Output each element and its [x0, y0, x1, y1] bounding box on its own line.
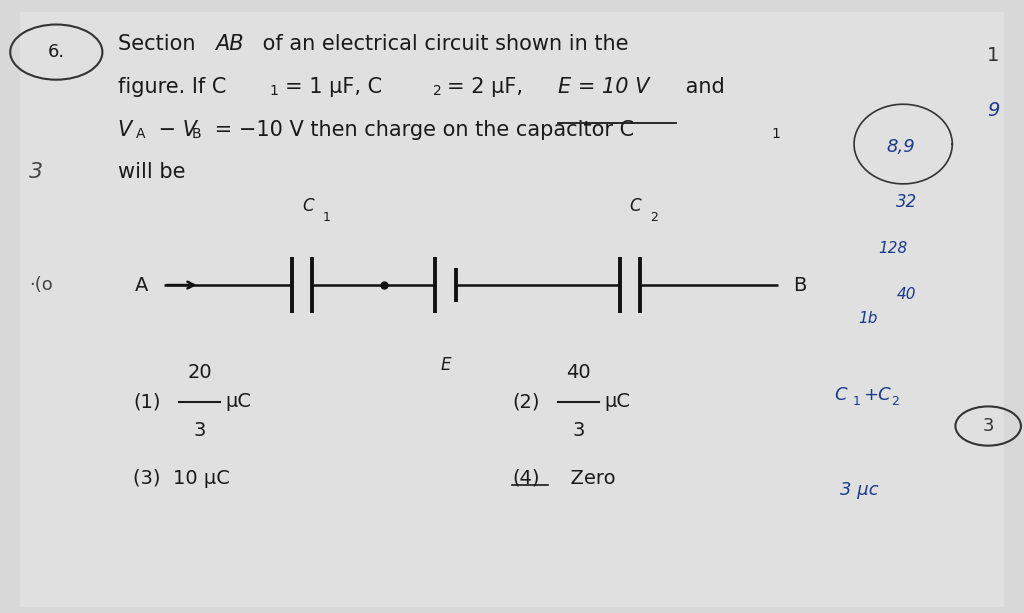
Text: 2: 2 — [650, 211, 658, 224]
Text: 3 μс: 3 μс — [840, 481, 879, 500]
Text: 2: 2 — [891, 395, 899, 408]
Text: 40: 40 — [566, 363, 591, 382]
Text: of an electrical circuit shown in the: of an electrical circuit shown in the — [256, 34, 629, 54]
Text: (4): (4) — [512, 469, 540, 487]
Text: ​= 2 μF,: ​= 2 μF, — [447, 77, 523, 97]
Text: 3: 3 — [982, 417, 994, 435]
Text: 9: 9 — [987, 101, 999, 120]
Text: Zero: Zero — [558, 469, 615, 487]
Text: 3: 3 — [194, 421, 206, 440]
Text: ​= 1 μF, C: ​= 1 μF, C — [285, 77, 382, 97]
Text: = −10 V then charge on the capacitor C: = −10 V then charge on the capacitor C — [208, 120, 634, 140]
Text: (2): (2) — [512, 392, 540, 411]
Text: C: C — [835, 386, 847, 405]
Text: 20: 20 — [187, 363, 212, 382]
Text: ·(o: ·(o — [29, 276, 53, 294]
Text: 6.: 6. — [48, 43, 65, 61]
Text: 40: 40 — [896, 287, 916, 302]
Text: E = 10 V: E = 10 V — [558, 77, 649, 97]
Text: C: C — [302, 197, 313, 215]
Text: Section: Section — [118, 34, 202, 54]
Text: 1b: 1b — [858, 311, 878, 326]
Text: B: B — [191, 127, 201, 141]
Text: and: and — [679, 77, 725, 97]
Text: 128: 128 — [879, 241, 907, 256]
Text: C: C — [630, 197, 641, 215]
Text: 8,9: 8,9 — [887, 138, 915, 156]
Text: 1: 1 — [323, 211, 331, 224]
Text: A: A — [135, 276, 148, 294]
Text: 32: 32 — [896, 193, 916, 211]
Text: 3: 3 — [29, 162, 43, 181]
Text: (1): (1) — [133, 392, 161, 411]
Text: A: A — [136, 127, 145, 141]
Text: V: V — [118, 120, 132, 140]
Text: figure. If C: figure. If C — [118, 77, 226, 97]
FancyBboxPatch shape — [20, 12, 1004, 607]
Text: 1: 1 — [771, 127, 780, 141]
Text: μC: μC — [225, 392, 251, 411]
Text: − V: − V — [152, 120, 197, 140]
Text: (3)  10 μC: (3) 10 μC — [133, 469, 230, 487]
Text: 1: 1 — [269, 84, 279, 98]
Text: 2: 2 — [433, 84, 442, 98]
Text: AB: AB — [215, 34, 244, 54]
Text: E: E — [440, 356, 451, 373]
Text: 1: 1 — [853, 395, 861, 408]
Text: μC: μC — [604, 392, 630, 411]
Text: will be: will be — [118, 162, 185, 183]
Text: 1: 1 — [987, 46, 999, 64]
Text: 3: 3 — [572, 421, 585, 440]
Text: B: B — [794, 276, 807, 294]
Text: +C: +C — [863, 386, 891, 405]
